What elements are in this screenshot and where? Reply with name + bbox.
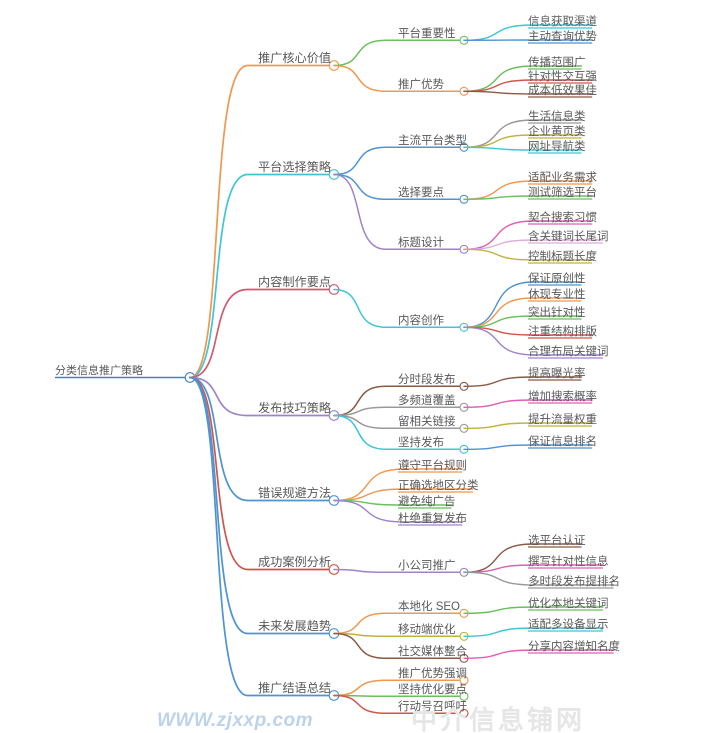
svg-text:网址导航类: 网址导航类	[528, 139, 586, 153]
svg-text:未来发展趋势: 未来发展趋势	[258, 618, 331, 633]
svg-text:分享内容增知名度: 分享内容增知名度	[528, 639, 620, 653]
svg-text:突出针对性: 突出针对性	[528, 305, 586, 319]
svg-text:杜绝重复发布: 杜绝重复发布	[398, 511, 467, 525]
svg-text:WWW.zjxxp.com: WWW.zjxxp.com	[157, 710, 313, 731]
svg-text:多频道覆盖: 多频道覆盖	[398, 393, 456, 407]
svg-text:错误规避方法: 错误规避方法	[258, 485, 331, 500]
svg-text:平台选择策略: 平台选择策略	[258, 159, 331, 174]
svg-text:优化本地关键词: 优化本地关键词	[528, 596, 609, 610]
svg-text:主动查询优势: 主动查询优势	[528, 29, 597, 43]
svg-text:增加搜索概率: 增加搜索概率	[528, 389, 597, 403]
svg-text:选择要点: 选择要点	[398, 185, 444, 199]
svg-text:移动端优化: 移动端优化	[398, 622, 456, 636]
svg-text:信息获取渠道: 信息获取渠道	[528, 14, 597, 28]
svg-text:控制标题长度: 控制标题长度	[528, 249, 597, 263]
svg-text:坚持发布: 坚持发布	[398, 435, 444, 449]
svg-text:提升流量权重: 提升流量权重	[528, 412, 597, 426]
svg-text:生活信息类: 生活信息类	[528, 109, 586, 123]
svg-text:企业黄页类: 企业黄页类	[528, 124, 586, 138]
svg-text:留相关链接: 留相关链接	[398, 414, 456, 428]
svg-text:小公司推广: 小公司推广	[398, 558, 456, 572]
svg-text:合理布局关键词: 合理布局关键词	[528, 344, 609, 358]
svg-text:内容创作: 内容创作	[398, 313, 444, 327]
svg-text:遵守平台规则: 遵守平台规则	[398, 458, 467, 472]
svg-text:含关键词长尾词: 含关键词长尾词	[528, 229, 609, 243]
svg-text:成功案例分析: 成功案例分析	[258, 554, 331, 569]
svg-text:推广结语总结: 推广结语总结	[258, 681, 331, 695]
svg-text:选平台认证: 选平台认证	[528, 533, 586, 547]
svg-text:正确选地区分类: 正确选地区分类	[398, 478, 479, 492]
svg-text:保证原创性: 保证原创性	[528, 271, 586, 285]
svg-text:平台重要性: 平台重要性	[398, 26, 456, 40]
svg-text:测试筛选平台: 测试筛选平台	[528, 185, 597, 199]
svg-text:主流平台类型: 主流平台类型	[398, 133, 467, 147]
svg-text:休现专业性: 休现专业性	[528, 287, 586, 301]
svg-text:分时段发布: 分时段发布	[398, 372, 456, 386]
svg-text:适配多设备显示: 适配多设备显示	[528, 617, 609, 631]
svg-text:适配业务需求: 适配业务需求	[528, 170, 597, 184]
svg-text:本地化 SEO: 本地化 SEO	[398, 599, 460, 613]
svg-text:撰写针对性信息: 撰写针对性信息	[528, 554, 609, 568]
svg-text:推广优势: 推广优势	[398, 77, 444, 91]
svg-text:避免纯广告: 避免纯广告	[398, 494, 456, 508]
svg-text:坚持优化要点: 坚持优化要点	[398, 682, 467, 696]
svg-text:中介信息铺网: 中介信息铺网	[411, 705, 585, 733]
svg-text:内容制作要点: 内容制作要点	[258, 274, 331, 289]
svg-text:推广核心价值: 推广核心价值	[258, 50, 331, 65]
svg-text:社交媒体整合: 社交媒体整合	[398, 644, 467, 658]
svg-text:发布技巧策略: 发布技巧策略	[258, 400, 331, 415]
svg-text:保证信息排名: 保证信息排名	[528, 434, 597, 448]
svg-text:传播范围广: 传播范围广	[528, 55, 586, 69]
svg-text:标题设计: 标题设计	[398, 236, 444, 249]
svg-text:针对性交互强: 针对性交互强	[528, 69, 597, 83]
svg-text:分类信息推广策略: 分类信息推广策略	[55, 363, 143, 377]
svg-text:注重结构排版: 注重结构排版	[528, 324, 597, 338]
svg-text:成本低效果佳: 成本低效果佳	[528, 83, 597, 97]
svg-text:契合搜索习惯: 契合搜索习惯	[528, 210, 597, 224]
svg-text:多时段发布提排名: 多时段发布提排名	[528, 574, 620, 588]
svg-text:提高曝光率: 提高曝光率	[528, 366, 586, 380]
svg-text:推广优势强调: 推广优势强调	[398, 666, 467, 680]
